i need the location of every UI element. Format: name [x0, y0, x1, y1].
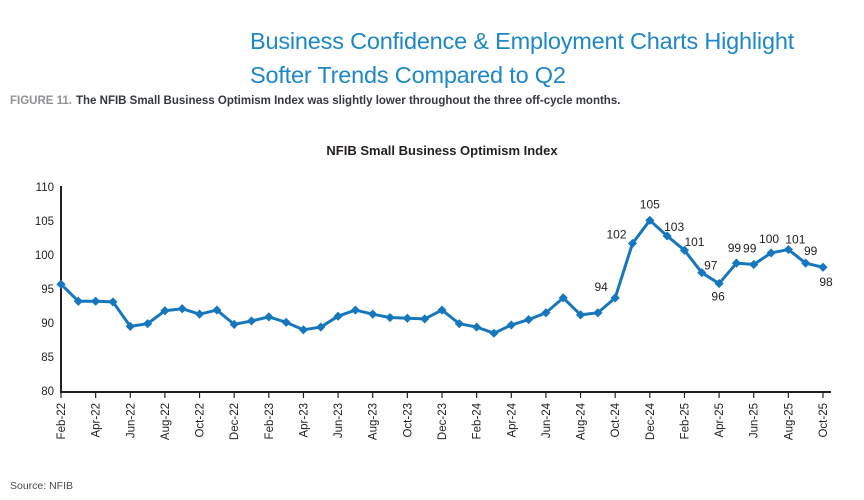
- data-point-label: 102: [606, 227, 626, 241]
- data-point: [575, 310, 586, 320]
- x-tick-label: Aug-23: [368, 403, 380, 440]
- data-point-label: 99: [743, 242, 757, 256]
- data-point-label: 94: [595, 280, 609, 294]
- x-tick-label: Apr-24: [506, 402, 518, 437]
- data-point: [541, 308, 551, 318]
- x-tick-label: Jun-22: [125, 403, 137, 438]
- data-line: [59, 218, 825, 335]
- data-point: [160, 306, 170, 316]
- y-tick-label: 95: [41, 284, 54, 296]
- data-point: [368, 309, 378, 319]
- x-tick-label: Aug-24: [576, 402, 588, 440]
- page-title-line2: Softer Trends Compared to Q2: [250, 62, 566, 88]
- data-point-label: 105: [640, 197, 660, 211]
- data-point: [662, 231, 672, 241]
- data-point: [125, 321, 135, 331]
- data-point: [645, 215, 655, 225]
- data-point: [177, 304, 187, 314]
- source-note: Source: NFIB: [10, 480, 74, 492]
- x-tick-label: Jun-24: [541, 402, 553, 438]
- data-point: [350, 305, 361, 315]
- y-tick-label: 90: [41, 318, 54, 330]
- data-point: [73, 296, 83, 306]
- data-point: [697, 268, 707, 278]
- x-tick-label: Oct-22: [195, 403, 207, 438]
- data-point: [298, 325, 309, 335]
- data-point: [558, 293, 568, 303]
- data-point-label: 101: [785, 233, 805, 247]
- data-point: [523, 315, 534, 325]
- data-point: [679, 245, 690, 255]
- data-point: [593, 308, 603, 318]
- y-tick-label: 80: [41, 386, 54, 398]
- y-tick-label: 85: [41, 352, 54, 364]
- x-tick-label: Aug-25: [783, 403, 795, 440]
- figure-number-label: FIGURE 11.: [10, 95, 72, 107]
- data-point-label: 103: [664, 220, 684, 234]
- data-point-label: 99: [804, 244, 818, 258]
- x-tick-label: Apr-25: [714, 403, 726, 438]
- data-point-label: 96: [711, 290, 725, 304]
- data-point: [281, 317, 291, 327]
- data-point: [142, 319, 153, 329]
- x-tick-label: Feb-22: [56, 403, 68, 439]
- x-tick-label: Apr-23: [298, 403, 310, 438]
- x-tick-label: Jun-23: [333, 403, 345, 438]
- data-point: [818, 262, 828, 272]
- figure-caption-text: The NFIB Small Business Optimism Index w…: [76, 95, 621, 107]
- data-point: [108, 297, 118, 307]
- data-point: [714, 278, 724, 289]
- data-point: [472, 322, 482, 332]
- data-point: [749, 259, 759, 270]
- x-tick-label: Dec-24: [645, 402, 657, 440]
- x-tick-label: Jun-25: [749, 403, 761, 438]
- data-point: [454, 319, 464, 329]
- figure-caption: FIGURE 11. The NFIB Small Business Optimi…: [10, 95, 850, 107]
- x-tick-label: Oct-25: [818, 403, 830, 438]
- data-point: [783, 244, 793, 255]
- data-point-label: 101: [684, 235, 704, 249]
- data-point: [212, 305, 222, 315]
- data-point: [731, 258, 742, 268]
- data-point: [420, 314, 430, 324]
- data-point-label: 97: [704, 259, 718, 273]
- data-point-label: 99: [728, 241, 742, 255]
- data-point: [333, 311, 343, 321]
- x-tick-label: Feb-23: [264, 403, 276, 439]
- y-tick-label: 110: [36, 182, 54, 194]
- x-tick-label: Feb-24: [472, 402, 484, 439]
- page-title-line1: Business Confidence & Employment Charts …: [250, 28, 795, 54]
- data-point: [264, 312, 274, 322]
- data-point: [316, 322, 326, 332]
- data-point: [489, 328, 499, 338]
- data-point: [801, 258, 811, 268]
- page-title: Business Confidence & Employment Charts …: [250, 24, 850, 92]
- data-point: [246, 316, 257, 326]
- x-tick-label: Dec-23: [437, 403, 449, 440]
- data-point: [385, 312, 395, 323]
- data-point: [229, 319, 239, 329]
- data-point: [766, 248, 776, 258]
- data-point: [402, 313, 412, 323]
- data-point: [610, 293, 620, 303]
- data-point: [627, 238, 638, 249]
- data-point: [437, 305, 447, 315]
- data-point: [506, 320, 516, 330]
- x-tick-label: Aug-22: [160, 403, 172, 440]
- data-point: [56, 279, 66, 289]
- x-tick-label: Feb-25: [679, 403, 691, 439]
- x-tick-label: Oct-23: [402, 403, 414, 438]
- y-tick-label: 100: [35, 250, 54, 262]
- data-point-label: 100: [759, 232, 779, 246]
- y-tick-label: 105: [35, 216, 54, 228]
- data-point-label: 98: [819, 275, 833, 289]
- x-tick-label: Apr-22: [91, 403, 103, 438]
- x-tick-label: Dec-22: [229, 403, 241, 440]
- data-point: [91, 296, 101, 306]
- data-point: [194, 309, 205, 319]
- chart-title: NFIB Small Business Optimism Index: [326, 143, 558, 158]
- x-tick-label: Oct-24: [610, 402, 622, 437]
